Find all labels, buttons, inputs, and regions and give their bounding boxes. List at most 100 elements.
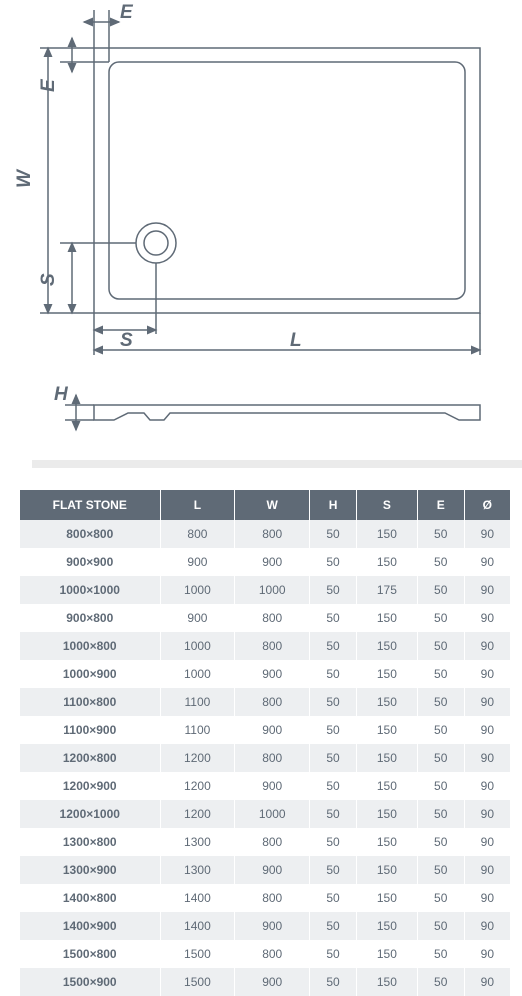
row-cell: 90: [464, 884, 510, 912]
row-cell: 50: [310, 688, 357, 716]
dim-label-e-top: E: [120, 2, 134, 23]
row-cell: 150: [356, 884, 417, 912]
row-cell: 1500: [160, 940, 235, 968]
col-e: E: [417, 490, 464, 520]
dim-label-s-bottom: S: [120, 330, 133, 351]
row-cell: 900: [235, 716, 310, 744]
row-cell: 50: [310, 716, 357, 744]
row-cell: 1000: [160, 632, 235, 660]
row-name: 1300×800: [20, 828, 160, 856]
row-name: 1000×800: [20, 632, 160, 660]
row-cell: 800: [235, 940, 310, 968]
row-cell: 1200: [160, 744, 235, 772]
table-row: 1400×8001400800501505090: [20, 884, 510, 912]
row-name: 1100×900: [20, 716, 160, 744]
row-cell: 150: [356, 520, 417, 548]
row-cell: 90: [464, 576, 510, 604]
row-cell: 150: [356, 968, 417, 996]
row-cell: 1300: [160, 828, 235, 856]
dim-label-s-left: S: [38, 273, 59, 286]
table-row: 1100×9001100900501505090: [20, 716, 510, 744]
table-row: 1200×100012001000501505090: [20, 800, 510, 828]
row-cell: 50: [310, 632, 357, 660]
col-h: H: [310, 490, 357, 520]
table-row: 1200×9001200900501505090: [20, 772, 510, 800]
row-cell: 1000: [235, 576, 310, 604]
row-cell: 800: [235, 744, 310, 772]
table-row: 1000×100010001000501755090: [20, 576, 510, 604]
row-cell: 1200: [160, 772, 235, 800]
row-name: 1500×800: [20, 940, 160, 968]
dim-label-h: H: [54, 384, 69, 405]
col-o: Ø: [464, 490, 510, 520]
row-cell: 50: [417, 688, 464, 716]
row-name: 800×800: [20, 520, 160, 548]
row-name: 1400×800: [20, 884, 160, 912]
row-cell: 50: [417, 884, 464, 912]
row-cell: 150: [356, 604, 417, 632]
row-cell: 150: [356, 744, 417, 772]
row-cell: 50: [417, 660, 464, 688]
row-cell: 50: [417, 856, 464, 884]
row-cell: 90: [464, 828, 510, 856]
row-cell: 800: [235, 632, 310, 660]
row-cell: 90: [464, 688, 510, 716]
row-cell: 800: [235, 884, 310, 912]
row-name: 1000×900: [20, 660, 160, 688]
row-cell: 800: [235, 520, 310, 548]
row-cell: 50: [417, 576, 464, 604]
technical-diagram: E E W S S L H: [0, 0, 522, 460]
row-cell: 150: [356, 548, 417, 576]
row-cell: 50: [310, 576, 357, 604]
row-cell: 50: [310, 604, 357, 632]
row-cell: 50: [417, 940, 464, 968]
table-header-row: FLAT STONE L W H S E Ø: [20, 490, 510, 520]
row-cell: 800: [235, 828, 310, 856]
row-cell: 150: [356, 800, 417, 828]
row-cell: 50: [310, 940, 357, 968]
row-cell: 900: [235, 856, 310, 884]
table-row: 1000×9001000900501505090: [20, 660, 510, 688]
row-cell: 90: [464, 772, 510, 800]
row-cell: 90: [464, 940, 510, 968]
row-cell: 50: [417, 968, 464, 996]
row-cell: 90: [464, 548, 510, 576]
row-cell: 50: [417, 632, 464, 660]
row-cell: 50: [417, 800, 464, 828]
row-cell: 150: [356, 660, 417, 688]
row-cell: 1400: [160, 884, 235, 912]
row-name: 900×900: [20, 548, 160, 576]
row-cell: 50: [310, 912, 357, 940]
row-cell: 1000: [160, 660, 235, 688]
row-cell: 90: [464, 660, 510, 688]
table-row: 1400×9001400900501505090: [20, 912, 510, 940]
table-row: 1500×9001500900501505090: [20, 968, 510, 996]
row-cell: 900: [160, 604, 235, 632]
row-cell: 1400: [160, 912, 235, 940]
col-s: S: [356, 490, 417, 520]
row-name: 1100×800: [20, 688, 160, 716]
row-cell: 1000: [235, 800, 310, 828]
dim-label-e-left: E: [38, 78, 59, 92]
dim-label-w: W: [14, 168, 35, 188]
row-name: 1200×1000: [20, 800, 160, 828]
row-cell: 150: [356, 912, 417, 940]
row-name: 1200×900: [20, 772, 160, 800]
row-cell: 90: [464, 800, 510, 828]
row-cell: 1200: [160, 800, 235, 828]
row-name: 1200×800: [20, 744, 160, 772]
col-title: FLAT STONE: [20, 490, 160, 520]
row-cell: 50: [310, 772, 357, 800]
row-name: 1400×900: [20, 912, 160, 940]
row-cell: 50: [310, 828, 357, 856]
row-cell: 175: [356, 576, 417, 604]
row-cell: 50: [310, 660, 357, 688]
table-row: 1100×8001100800501505090: [20, 688, 510, 716]
row-cell: 1000: [160, 576, 235, 604]
row-cell: 50: [310, 856, 357, 884]
row-cell: 900: [235, 548, 310, 576]
row-name: 900×800: [20, 604, 160, 632]
row-cell: 800: [160, 520, 235, 548]
row-cell: 50: [310, 520, 357, 548]
row-cell: 50: [417, 548, 464, 576]
